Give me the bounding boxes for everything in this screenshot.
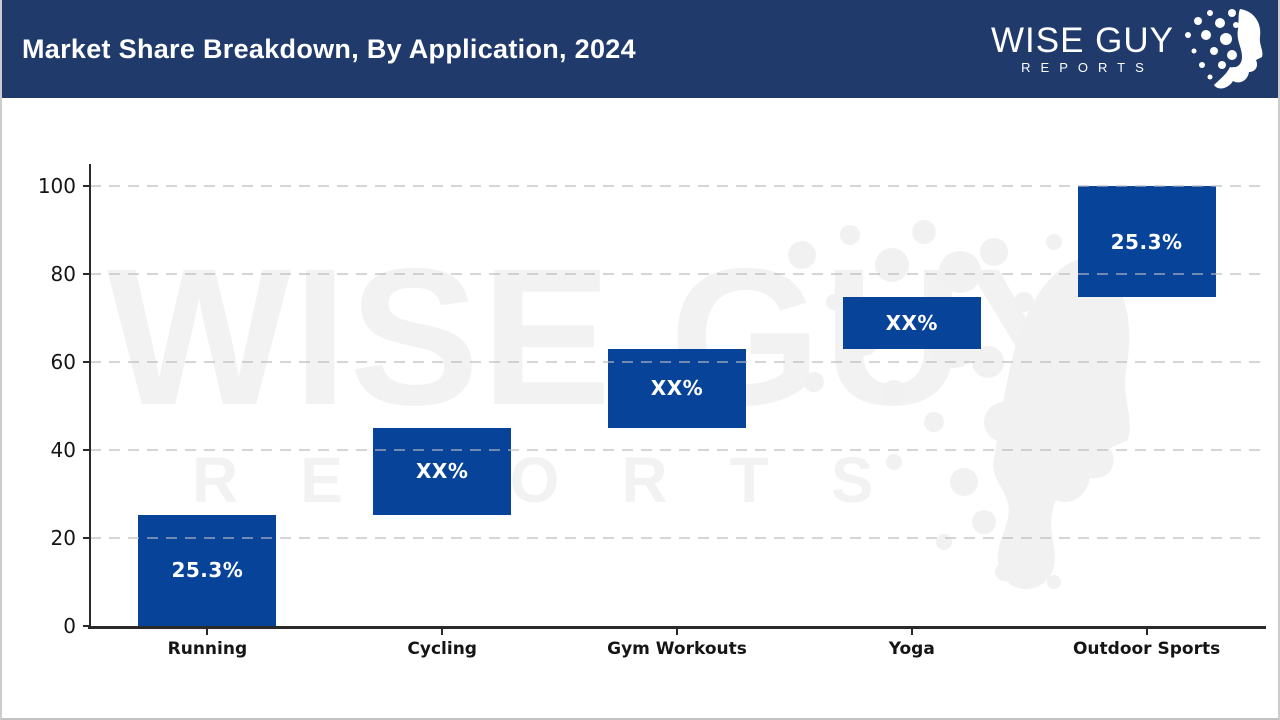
waterfall-chart: 0 20 40 60 80 100 25.3% Running XX% Cycling XX% Gym… <box>2 98 1278 718</box>
y-tick-label-60: 60 <box>50 350 76 374</box>
x-category-label-running: Running <box>167 639 248 659</box>
y-tick-mark-80 <box>83 273 90 275</box>
bar-value-label-gym-workouts: XX% <box>650 376 704 401</box>
y-tick-label-100: 100 <box>37 174 76 198</box>
x-tick-mark-cycling <box>441 627 444 635</box>
x-tick-mark-outdoor-sports <box>1145 627 1148 635</box>
bar-cycling: XX% <box>373 428 512 515</box>
x-category-label-gym-workouts: Gym Workouts <box>607 639 747 659</box>
y-tick-label-20: 20 <box>50 526 76 550</box>
x-tick-mark-yoga <box>910 627 913 635</box>
wiseguy-logo-text: WISE GUY REPORTS <box>991 23 1174 75</box>
logo-wise-guy: WISE GUY <box>990 21 1174 60</box>
bar-value-label-cycling: XX% <box>415 459 469 484</box>
bar-value-label-outdoor-sports: 25.3% <box>1110 229 1183 254</box>
bar-outdoor-sports: 25.3% <box>1077 186 1216 298</box>
y-tick-mark-100 <box>83 185 90 187</box>
x-tick-mark-gym-workouts <box>676 627 678 635</box>
y-tick-label-0: 0 <box>63 614 76 638</box>
bar-value-label-running: 25.3% <box>171 558 244 583</box>
y-tick-mark-60 <box>83 361 90 363</box>
y-tick-label-80: 80 <box>50 262 76 286</box>
y-axis-line <box>89 164 91 628</box>
wiseguy-logo: WISE GUY REPORTS <box>991 5 1264 93</box>
y-tick-mark-40 <box>83 449 90 451</box>
x-category-label-yoga: Yoga <box>888 639 935 659</box>
header-bar: Market Share Breakdown, By Application, … <box>2 0 1278 98</box>
bar-running: 25.3% <box>138 514 277 626</box>
page-title: Market Share Breakdown, By Application, … <box>22 33 636 64</box>
plot-area: 0 20 40 60 80 100 25.3% Running XX% Cycling XX% Gym… <box>38 174 1264 659</box>
y-tick-mark-0 <box>83 625 90 627</box>
x-category-label-outdoor-sports: Outdoor Sports <box>1072 639 1221 659</box>
bar-value-label-yoga: XX% <box>885 311 938 336</box>
gridline-40 <box>90 449 1264 451</box>
x-category-label-cycling: Cycling <box>407 639 477 659</box>
wiseguy-head-icon <box>1185 9 1263 89</box>
x-tick-mark-running <box>206 627 209 635</box>
bar-yoga: XX% <box>842 297 981 349</box>
logo-reports: REPORTS <box>1021 60 1154 75</box>
bar-gym-workouts: XX% <box>608 348 746 428</box>
y-tick-label-40: 40 <box>50 438 76 462</box>
y-tick-mark-20 <box>83 537 90 539</box>
